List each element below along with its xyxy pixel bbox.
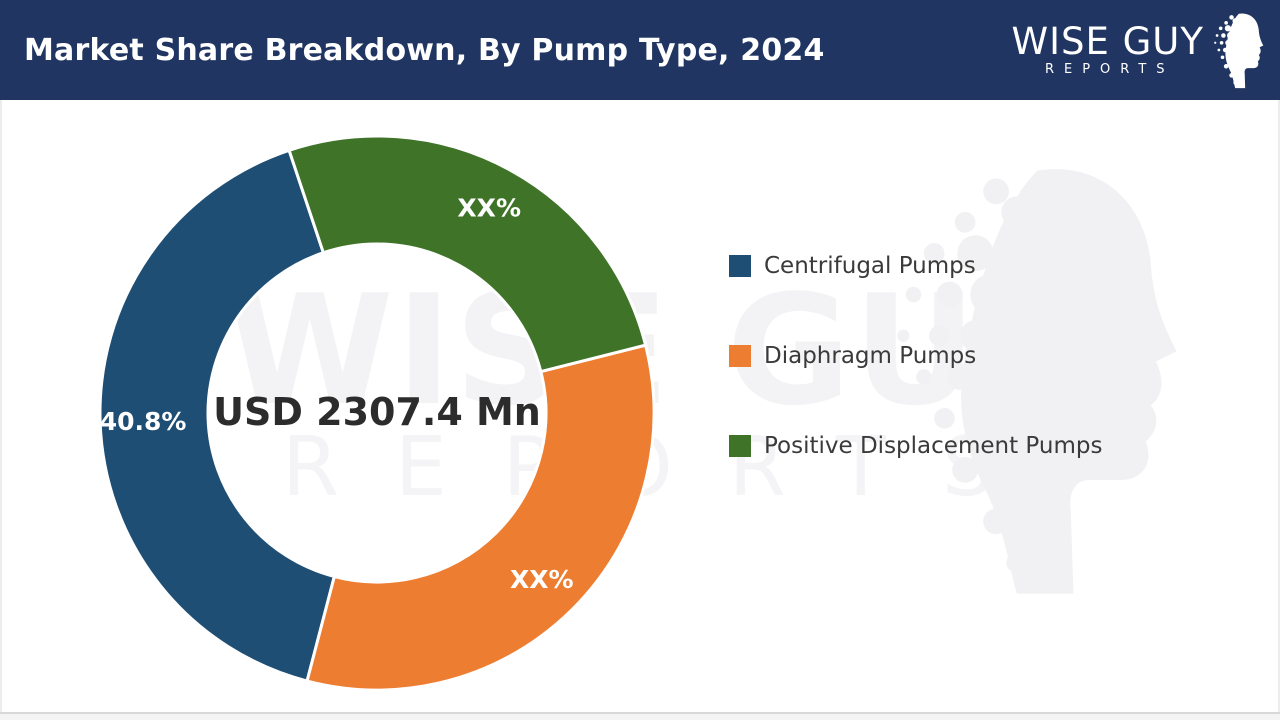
legend-label: Centrifugal Pumps — [764, 253, 976, 279]
legend-swatch-icon — [729, 345, 751, 367]
brand-logo: WISE GUY REPORTS — [1012, 10, 1280, 90]
legend-item: Diaphragm Pumps — [729, 342, 1102, 370]
segment-value-label-0: 40.8% — [100, 407, 187, 436]
legend-label: Positive Displacement Pumps — [764, 433, 1103, 459]
segment-value-label-2: XX% — [457, 194, 521, 223]
segment-value-label-1: XX% — [510, 565, 574, 594]
legend-item: Centrifugal Pumps — [729, 252, 1102, 280]
bottom-divider — [0, 712, 1280, 714]
logo-wordmark: WISE GUY — [1011, 20, 1204, 63]
donut-segment-0 — [98, 148, 336, 683]
watermark-face-icon — [897, 169, 1177, 594]
header-bar: Market Share Breakdown, By Pump Type, 20… — [0, 0, 1280, 100]
legend-item: Positive Displacement Pumps — [729, 432, 1102, 460]
bottom-strip — [0, 714, 1280, 720]
donut-segment-1 — [305, 343, 656, 692]
page-title: Market Share Breakdown, By Pump Type, 20… — [24, 32, 825, 68]
logo-face-icon — [1214, 13, 1264, 89]
legend-swatch-icon — [729, 435, 751, 457]
legend: Centrifugal Pumps Diaphragm Pumps Positive… — [729, 252, 1102, 460]
logo-subtext: REPORTS — [1044, 62, 1175, 77]
chart-center-value: USD 2307.4 Mn — [213, 390, 541, 434]
donut-segment-2 — [287, 134, 648, 374]
legend-label: Diaphragm Pumps — [764, 343, 977, 369]
legend-swatch-icon — [729, 255, 751, 277]
